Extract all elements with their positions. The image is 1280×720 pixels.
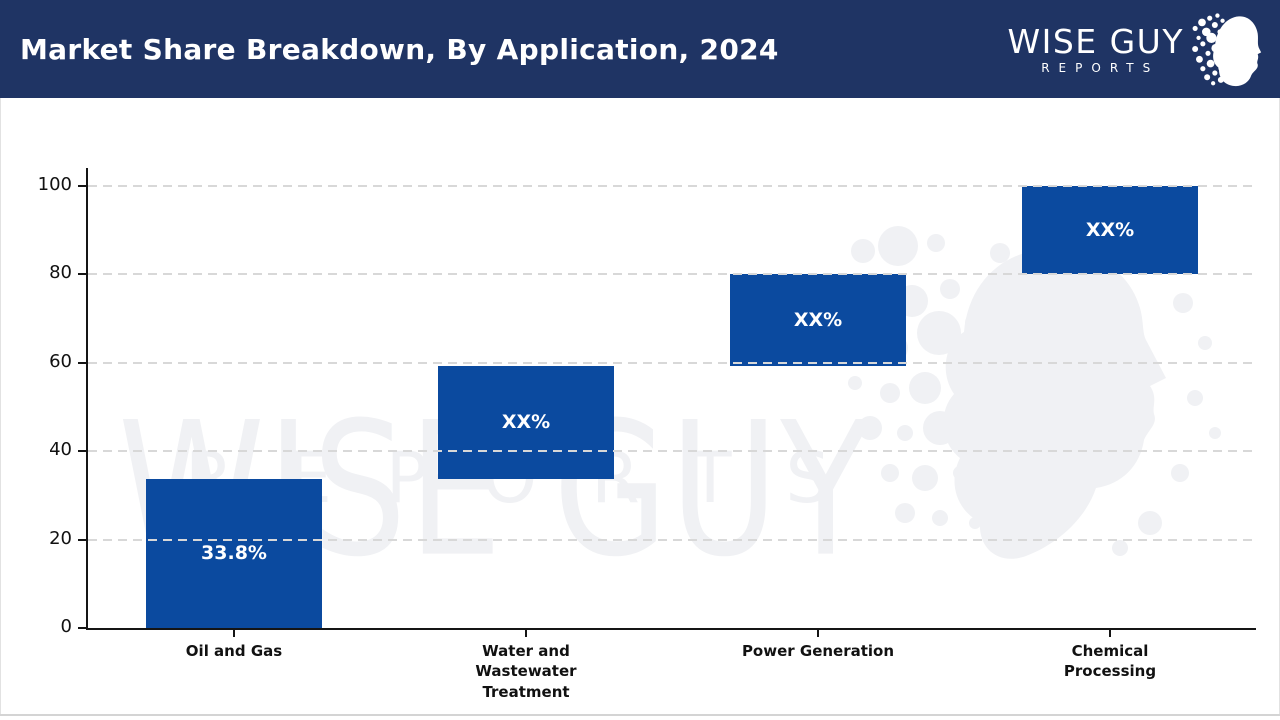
bar-value-label: XX% bbox=[501, 411, 551, 434]
gridline-40 bbox=[88, 450, 1256, 453]
y-tick-label-60: 60 bbox=[49, 350, 72, 372]
y-tick-label-20: 20 bbox=[49, 527, 72, 549]
x-category-label-power-generation: Power Generation bbox=[741, 642, 895, 660]
bar-value-label: XX% bbox=[1085, 218, 1135, 241]
x-category-label-chemical-processing: Chemical Processing bbox=[1063, 642, 1157, 681]
bar-water-and-wastewater-treatment: XX% bbox=[438, 365, 614, 479]
brand-wordmark: WISE GUY REPORTS bbox=[1007, 25, 1184, 74]
y-tick-0 bbox=[78, 627, 86, 629]
gridline-20 bbox=[88, 538, 1256, 541]
x-category-label-water-and-wastewater-treatment: Water and Wastewater Treatment bbox=[475, 642, 577, 701]
brand-logo: WISE GUY REPORTS bbox=[1007, 8, 1262, 90]
header-bar: Market Share Breakdown, By Application, … bbox=[0, 0, 1280, 98]
brand-head-icon bbox=[1192, 13, 1262, 87]
y-tick-100 bbox=[78, 185, 86, 187]
bar-power-generation: XX% bbox=[730, 273, 906, 366]
bar-value-label: 33.8% bbox=[201, 542, 267, 565]
gridline-60 bbox=[88, 361, 1256, 364]
y-axis bbox=[86, 168, 88, 630]
brand-name: WISE GUY bbox=[1007, 21, 1184, 61]
bar-value-label: XX% bbox=[793, 308, 843, 331]
left-edge-line bbox=[0, 98, 1, 716]
y-tick-60 bbox=[78, 361, 86, 364]
x-category-label-oil-and-gas: Oil and Gas bbox=[185, 642, 283, 660]
bar-oil-and-gas: 33.8% bbox=[146, 478, 322, 628]
x-tick-water-and-wastewater-treatment bbox=[525, 630, 527, 637]
x-tick-chemical-processing bbox=[1109, 630, 1111, 637]
x-tick-power-generation bbox=[817, 630, 819, 637]
gridline-100 bbox=[88, 185, 1256, 187]
y-tick-80 bbox=[78, 273, 86, 276]
y-tick-20 bbox=[78, 538, 86, 541]
y-tick-label-0: 0 bbox=[60, 616, 72, 637]
brand-subtitle: REPORTS bbox=[1041, 60, 1160, 75]
page-title: Market Share Breakdown, By Application, … bbox=[20, 32, 779, 66]
y-tick-label-100: 100 bbox=[37, 174, 72, 195]
y-tick-40 bbox=[78, 450, 86, 453]
watermark-head-graphic bbox=[848, 226, 1221, 559]
gridline-80 bbox=[88, 273, 1256, 276]
bottom-rule bbox=[0, 714, 1280, 716]
y-tick-label-40: 40 bbox=[49, 439, 72, 461]
x-axis bbox=[86, 628, 1256, 630]
x-tick-oil-and-gas bbox=[233, 630, 235, 637]
bar-chemical-processing: XX% bbox=[1022, 186, 1198, 274]
y-tick-label-80: 80 bbox=[49, 262, 72, 284]
